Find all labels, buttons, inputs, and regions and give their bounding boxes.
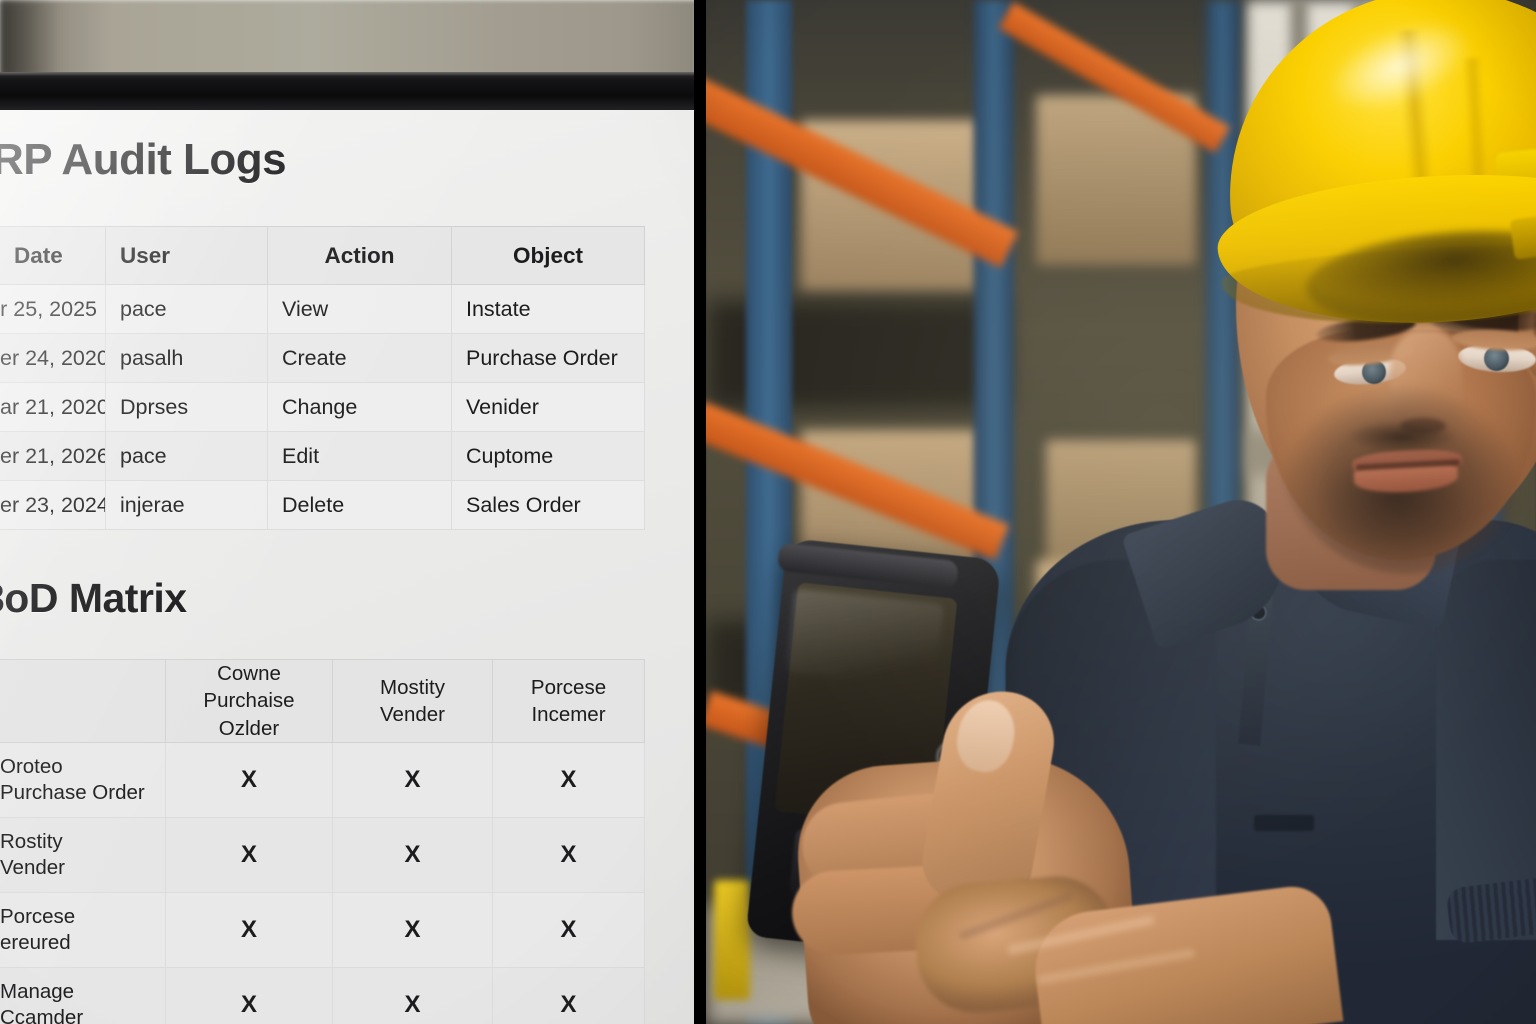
- cell-date: er 21, 2026: [0, 431, 106, 481]
- sod-corner-cell: [0, 659, 166, 743]
- sod-row3-line1: Porcese: [0, 904, 76, 928]
- cell-action: View: [267, 284, 452, 334]
- sod-col1-line2: Purchaise Ozlder: [203, 689, 295, 740]
- sod-row2-line2: Vender: [0, 855, 65, 879]
- sod-col1-line1: Cowne: [217, 662, 281, 685]
- cell-object: Venider: [451, 382, 645, 432]
- cell-user: Dprses: [105, 382, 268, 432]
- cell-action: Create: [267, 333, 452, 383]
- worker-mustache: [1338, 420, 1466, 454]
- sod-column-header-1[interactable]: Cowne Purchaise Ozlder: [165, 659, 333, 743]
- column-header-object[interactable]: Object: [451, 226, 645, 285]
- cell-action: Edit: [267, 431, 452, 481]
- column-header-action[interactable]: Action: [267, 226, 452, 285]
- sod-cell[interactable]: X: [492, 741, 645, 818]
- table-row[interactable]: er 21, 2026 pace Edit Cuptome: [0, 431, 645, 481]
- sod-column-header-2[interactable]: Mostity Vender: [332, 659, 493, 743]
- sod-row4-line2: Ccamder: [0, 1005, 84, 1024]
- sod-col2-line2: Vender: [380, 702, 445, 726]
- sod-section-title: 3oD Matrix: [0, 575, 187, 621]
- panel-divider: [694, 0, 706, 1024]
- monitor-screen: RP Audit Logs Date User Action Object: [0, 110, 694, 1024]
- sod-cell[interactable]: X: [165, 816, 333, 893]
- sod-row4-line1: Manage: [0, 979, 75, 1003]
- sod-cell[interactable]: X: [492, 966, 645, 1024]
- cell-date: ar 21, 2020: [0, 382, 106, 432]
- cell-action: Delete: [267, 480, 452, 530]
- sod-matrix-section: 3oD Matrix Cowne Purchaise Ozlder: [0, 578, 694, 1024]
- sod-row2-line1: Rostity: [0, 829, 63, 853]
- table-row[interactable]: Oroteo Purchase Order X X X: [0, 741, 645, 818]
- sod-matrix-table: Cowne Purchaise Ozlder Mostity Vender Po…: [0, 659, 645, 1024]
- audit-logs-table: Date User Action Object r 25, 2025 pace …: [0, 226, 645, 530]
- erp-audit-page: RP Audit Logs Date User Action Object: [0, 110, 694, 1024]
- sod-cell[interactable]: X: [165, 741, 333, 818]
- table-row[interactable]: Manage Ccamder X X X: [0, 966, 645, 1024]
- table-row[interactable]: Porcese ereured X X X: [0, 891, 645, 968]
- polo-pocket: [1254, 815, 1314, 831]
- sod-cell[interactable]: X: [332, 816, 493, 893]
- audit-table-header-row: Date User Action Object: [0, 226, 645, 285]
- scanner-screen-glare: [786, 588, 944, 688]
- cell-object: Cuptome: [451, 431, 645, 481]
- cell-date: er 24, 2020: [0, 333, 106, 383]
- table-row[interactable]: er 24, 2020 pasalh Create Purchase Order: [0, 333, 645, 383]
- cell-object: Sales Order: [451, 480, 645, 530]
- cell-user: pasalh: [105, 333, 268, 383]
- sod-row1-line2: Purchase Order: [0, 780, 145, 804]
- cell-object: Instate: [451, 284, 645, 334]
- sod-col3-line2: Incemer: [531, 702, 606, 726]
- sod-row3-line2: ereured: [0, 930, 71, 954]
- table-row[interactable]: Rostity Vender X X X: [0, 816, 645, 893]
- cell-action: Change: [267, 382, 452, 432]
- wall-shadow: [0, 0, 60, 78]
- cell-object: Purchase Order: [451, 333, 645, 383]
- sod-row1-line1: Oroteo: [0, 754, 63, 778]
- sod-col2-line1: Mostity: [380, 675, 445, 699]
- sod-cell[interactable]: X: [165, 891, 333, 968]
- sod-row-header-2: Rostity Vender: [0, 816, 166, 893]
- sod-row-header-1: Oroteo Purchase Order: [0, 741, 166, 818]
- page-title: RP Audit Logs: [0, 135, 287, 184]
- sod-column-header-3[interactable]: Porcese Incemer: [492, 659, 645, 743]
- cell-date: r 25, 2025: [0, 284, 106, 334]
- sod-cell[interactable]: X: [332, 741, 493, 818]
- warehouse-photo: [706, 0, 1536, 1024]
- background-wall: [0, 0, 697, 78]
- sod-cell[interactable]: X: [332, 966, 493, 1024]
- sod-row-header-4: Manage Ccamder: [0, 966, 166, 1024]
- bezel-highlight: [0, 72, 697, 76]
- sod-header-row: Cowne Purchaise Ozlder Mostity Vender Po…: [0, 659, 645, 743]
- cell-user: pace: [105, 284, 268, 334]
- safety-post: [714, 880, 750, 1000]
- sod-cell[interactable]: X: [492, 891, 645, 968]
- cell-user: pace: [105, 431, 268, 481]
- sod-row-header-3: Porcese ereured: [0, 891, 166, 968]
- sod-col3-line1: Porcese: [530, 675, 607, 699]
- table-row[interactable]: ar 21, 2020 Dprses Change Venider: [0, 382, 645, 432]
- column-header-date[interactable]: Date: [0, 226, 106, 285]
- sod-cell[interactable]: X: [165, 966, 333, 1024]
- cell-date: er 23, 2024: [0, 480, 106, 530]
- monitor-bezel: [0, 72, 697, 111]
- column-header-user[interactable]: User: [105, 226, 268, 285]
- cell-user: injerae: [105, 480, 268, 530]
- monitor-panel: RP Audit Logs Date User Action Object: [0, 0, 697, 1024]
- sod-cell[interactable]: X: [492, 816, 645, 893]
- sod-cell[interactable]: X: [332, 891, 493, 968]
- worker-sleeve-right: [1436, 560, 1536, 940]
- table-row[interactable]: r 25, 2025 pace View Instate: [0, 284, 645, 334]
- table-row[interactable]: er 23, 2024 injerae Delete Sales Order: [0, 480, 645, 530]
- hard-hat-clip: [1509, 212, 1536, 260]
